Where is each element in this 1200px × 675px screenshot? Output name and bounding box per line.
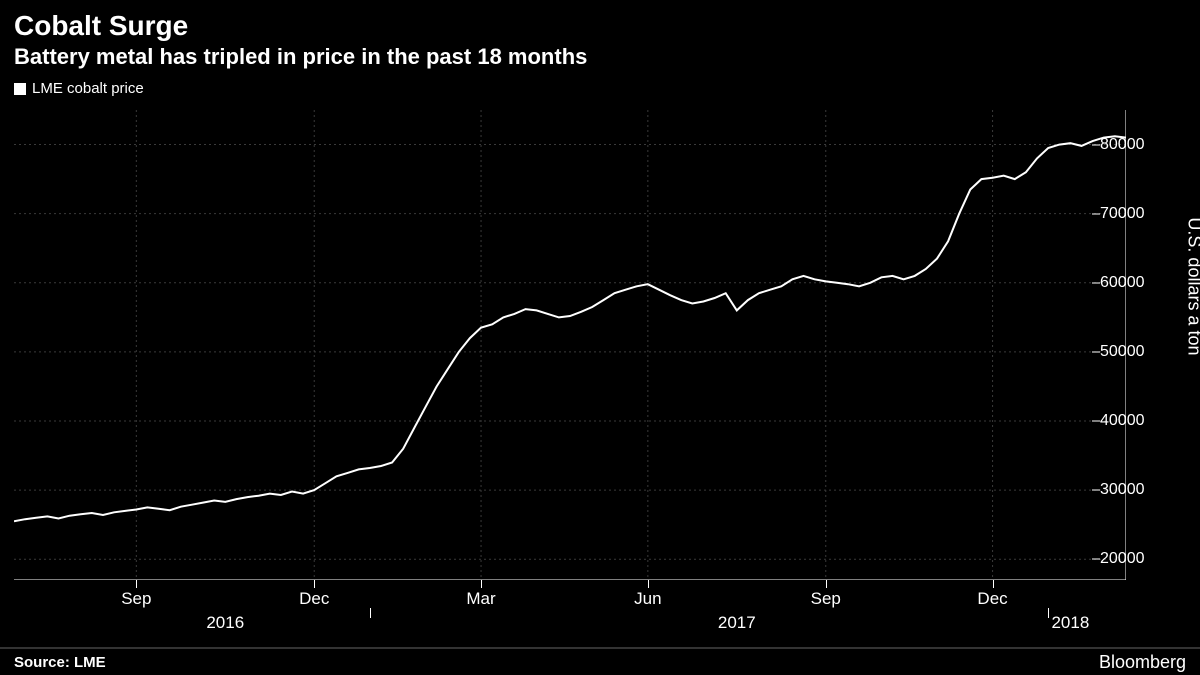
y-tick-mark — [1092, 144, 1100, 145]
x-tick-mark — [648, 580, 649, 588]
y-tick-mark — [1092, 213, 1100, 214]
legend-marker-icon — [14, 83, 26, 95]
x-year-label: 2017 — [718, 613, 756, 633]
y-axis-label: U.S. dollars a ton — [1184, 217, 1200, 355]
x-tick-mark — [314, 580, 315, 588]
x-tick-label: Dec — [299, 589, 329, 609]
x-year-tick-mark — [1048, 608, 1049, 618]
chart-plot-area — [14, 110, 1126, 580]
y-tick-label: 70000 — [1100, 205, 1160, 223]
x-year-label: 2016 — [206, 613, 244, 633]
x-year-tick-mark — [370, 608, 371, 618]
x-tick-mark — [136, 580, 137, 588]
x-tick-label: Sep — [811, 589, 841, 609]
chart-subtitle: Battery metal has tripled in price in th… — [0, 44, 1200, 78]
y-tick-label: 20000 — [1100, 550, 1160, 568]
y-tick-mark — [1092, 559, 1100, 560]
attribution-label: Bloomberg — [1099, 652, 1186, 673]
x-tick-label: Sep — [121, 589, 151, 609]
x-year-label: 2018 — [1051, 613, 1089, 633]
x-tick-mark — [481, 580, 482, 588]
x-tick-mark — [826, 580, 827, 588]
x-tick-mark — [993, 580, 994, 588]
line-chart-svg — [14, 110, 1126, 580]
y-tick-mark — [1092, 421, 1100, 422]
y-tick-mark — [1092, 351, 1100, 352]
chart-title: Cobalt Surge — [0, 0, 1200, 44]
y-tick-label: 50000 — [1100, 343, 1160, 361]
y-tick-label: 40000 — [1100, 412, 1160, 430]
x-axis: Sep Dec Mar Jun Sep Dec 2016 2017 2018 — [14, 583, 1126, 643]
y-axis: 20000 30000 40000 50000 60000 70000 80000 — [1100, 110, 1160, 580]
x-tick-label: Mar — [466, 589, 495, 609]
chart-legend: LME cobalt price — [0, 78, 1200, 101]
legend-series-label: LME cobalt price — [32, 80, 144, 97]
x-tick-label: Dec — [977, 589, 1007, 609]
chart-footer: Source: LME Bloomberg — [0, 647, 1200, 675]
y-tick-label: 80000 — [1100, 136, 1160, 154]
y-tick-mark — [1092, 282, 1100, 283]
y-tick-label: 60000 — [1100, 274, 1160, 292]
x-tick-label: Jun — [634, 589, 661, 609]
y-tick-label: 30000 — [1100, 481, 1160, 499]
source-label: Source: LME — [14, 654, 106, 671]
y-tick-mark — [1092, 490, 1100, 491]
